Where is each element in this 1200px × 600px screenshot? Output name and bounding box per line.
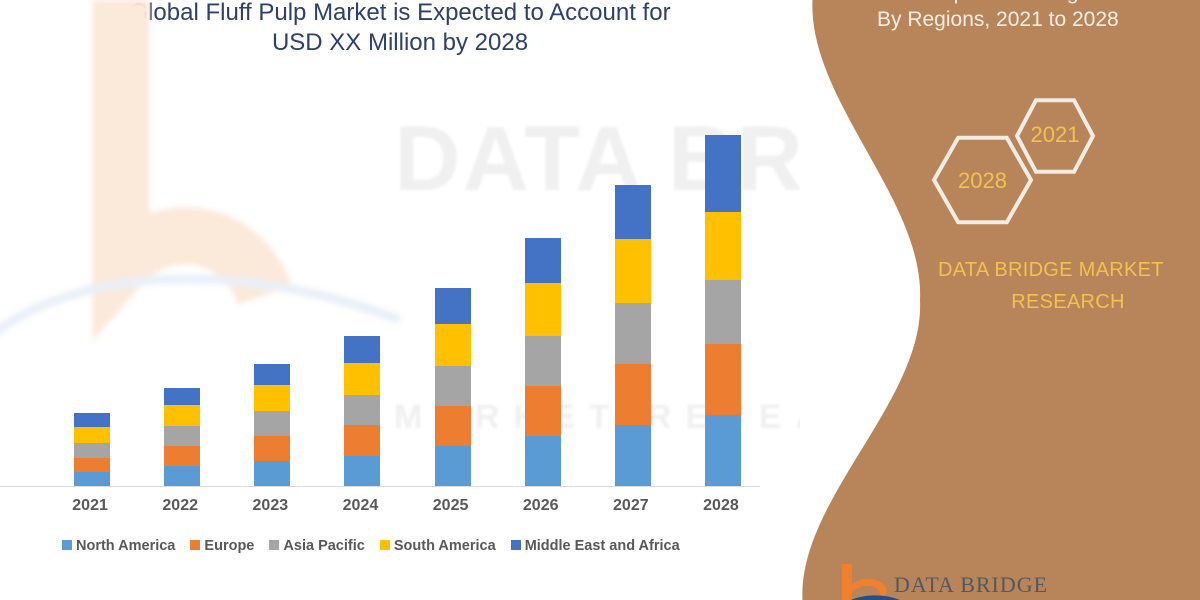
svg-text:2028: 2028 (958, 168, 1007, 193)
svg-text:2021: 2021 (1031, 122, 1080, 147)
